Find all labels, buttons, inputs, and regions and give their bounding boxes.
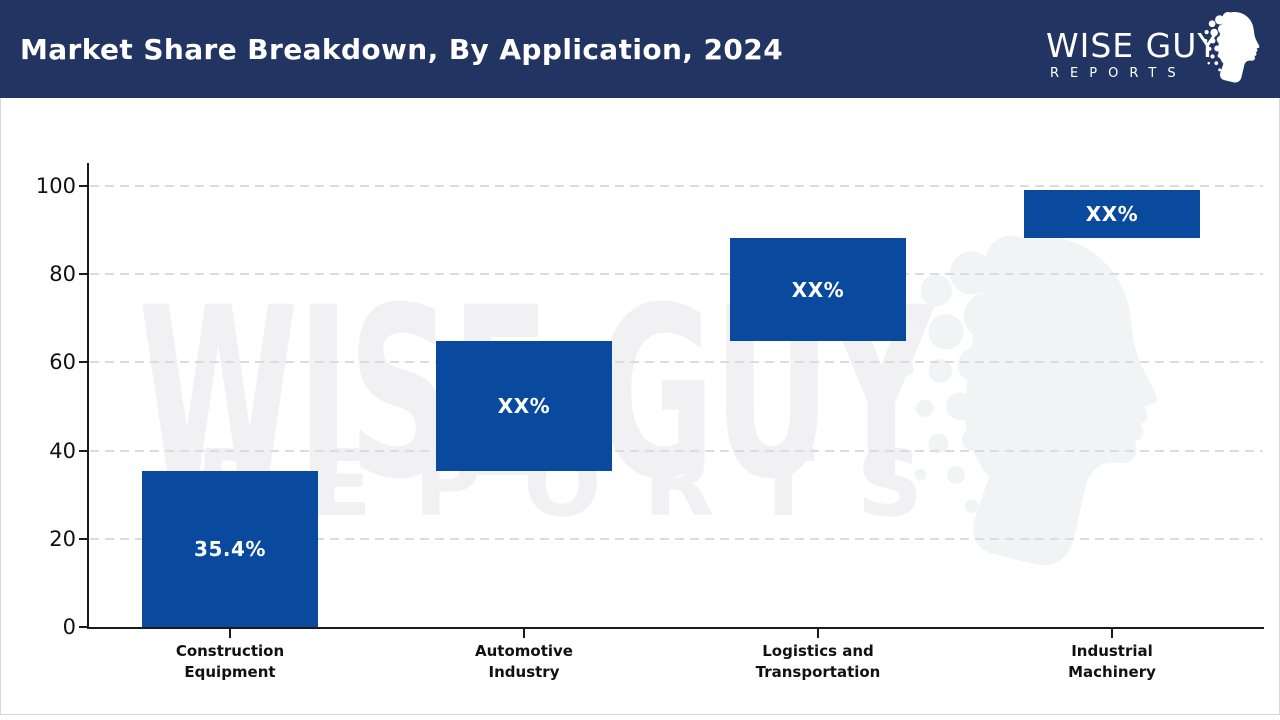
y-axis-tick: [79, 361, 88, 364]
bar-value-label: XX%: [791, 277, 845, 302]
bar-value-label: 35.4%: [194, 536, 266, 561]
header: Market Share Breakdown, By Application, …: [0, 0, 1280, 98]
logo-subtext: REPORTS: [1050, 66, 1187, 81]
grid-line: [90, 273, 1263, 276]
bar-value-label: XX%: [497, 394, 551, 419]
x-axis-tick: [229, 629, 231, 638]
x-axis-tick: [1111, 629, 1113, 638]
x-axis-tick: [523, 629, 525, 638]
y-axis-tick: [79, 273, 88, 276]
y-tick-label: 0: [62, 615, 76, 639]
y-tick-label: 80: [49, 262, 76, 287]
grid-line: [90, 361, 1263, 364]
y-axis: [87, 163, 89, 629]
x-category-label: Logistics and Transportation: [755, 642, 881, 681]
x-axis: [87, 627, 1264, 629]
bar: 35.4%: [142, 470, 318, 627]
x-category-label: Industrial Machinery: [1068, 642, 1156, 681]
bar: XX%: [730, 238, 906, 342]
wiseguy-head-icon: [1204, 11, 1260, 83]
x-category-label: Automotive Industry: [475, 642, 573, 681]
y-tick-label: 40: [49, 438, 76, 463]
bar: XX%: [1024, 189, 1200, 239]
grid-line: [90, 185, 1263, 187]
y-tick-label: 60: [49, 350, 76, 375]
x-category-label: Construction Equipment: [175, 642, 285, 681]
x-axis-tick: [817, 629, 819, 638]
y-tick-label: 100: [35, 174, 76, 198]
y-axis-tick: [79, 449, 88, 452]
y-tick-label: 20: [49, 526, 76, 551]
bar-value-label: XX%: [1085, 201, 1139, 226]
grid-line: [90, 449, 1263, 452]
page-title: Market Share Breakdown, By Application, …: [20, 32, 784, 66]
y-axis-tick: [79, 185, 88, 187]
bar: XX%: [436, 341, 612, 471]
wiseguy-logo: WISE GUY REPORTS: [1018, 4, 1268, 96]
y-axis-tick: [79, 537, 88, 540]
y-axis-tick: [79, 626, 88, 628]
grid-line: [90, 537, 1263, 540]
logo-wordmark: WISE GUY: [1046, 26, 1219, 65]
